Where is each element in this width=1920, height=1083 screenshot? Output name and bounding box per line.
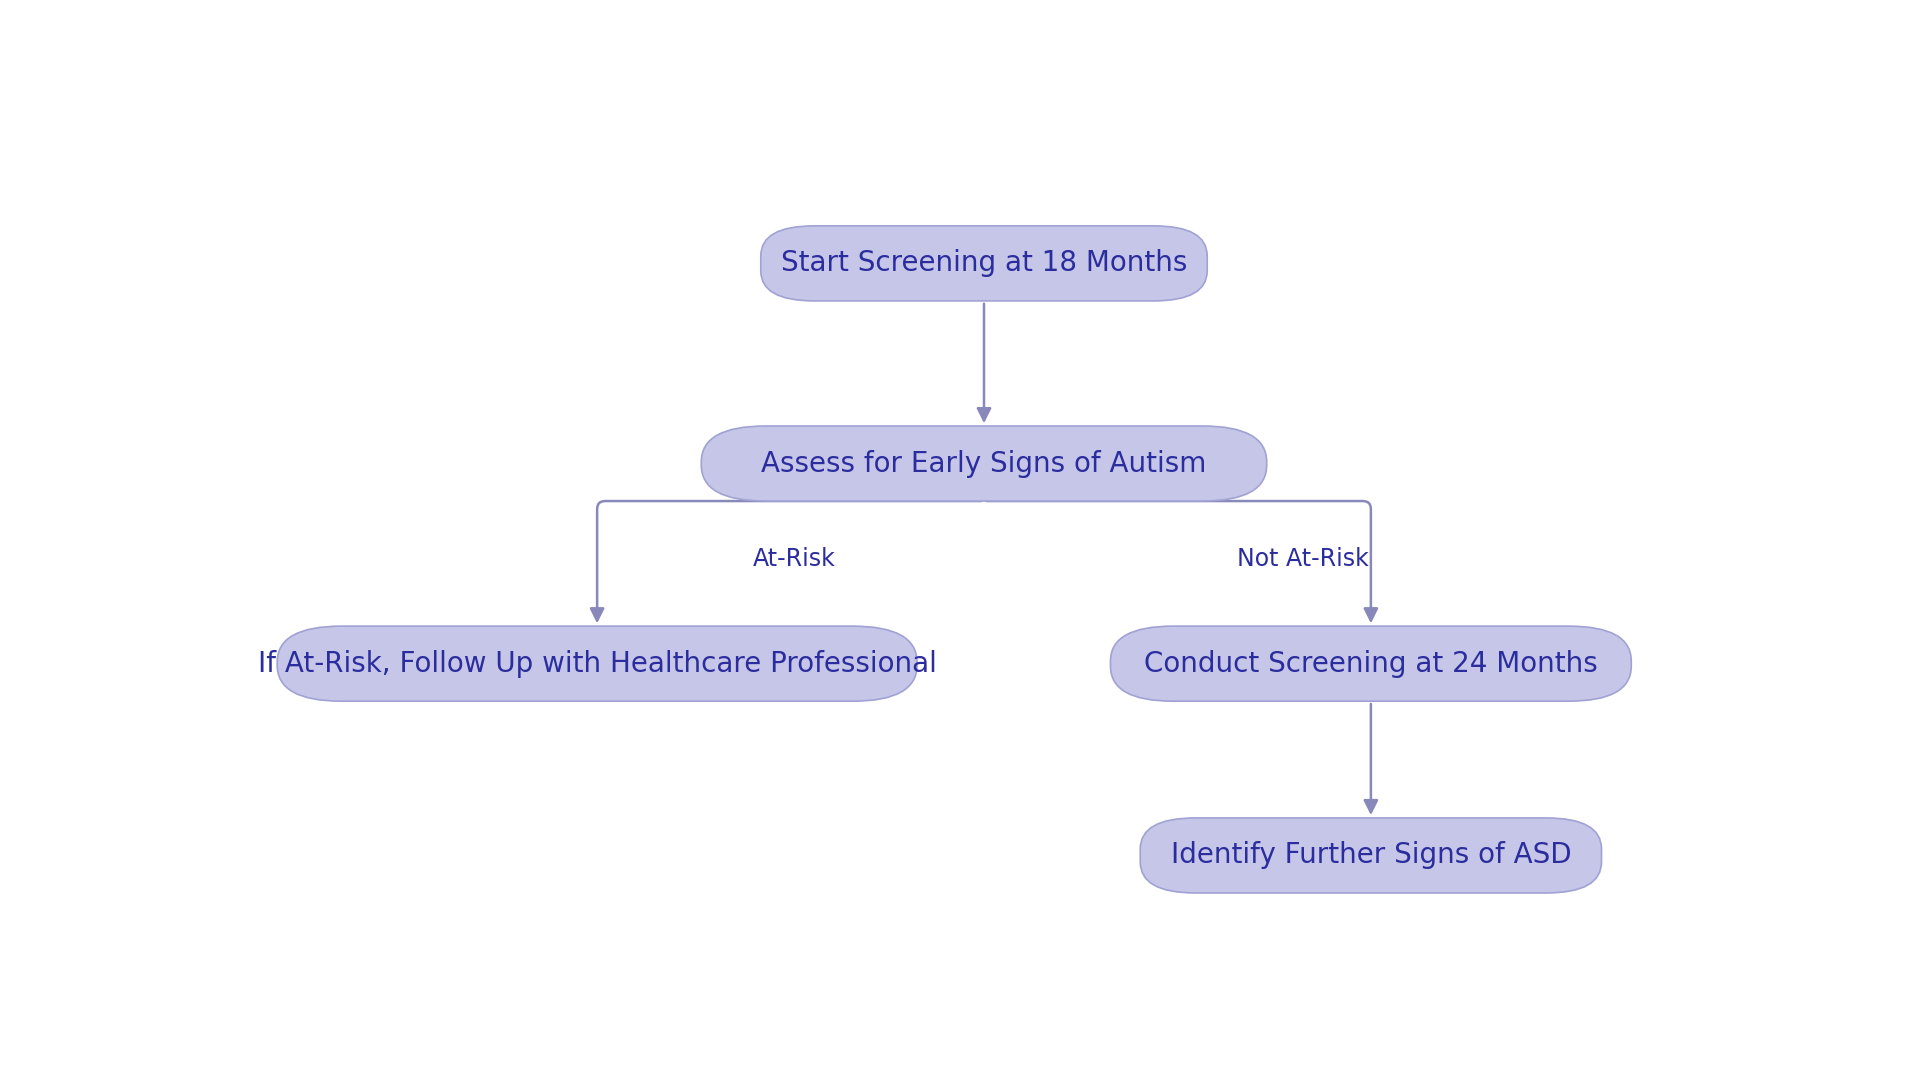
FancyBboxPatch shape — [701, 426, 1267, 501]
FancyBboxPatch shape — [1140, 818, 1601, 893]
Text: At-Risk: At-Risk — [753, 547, 835, 572]
Text: If At-Risk, Follow Up with Healthcare Professional: If At-Risk, Follow Up with Healthcare Pr… — [257, 650, 937, 678]
FancyBboxPatch shape — [760, 226, 1208, 301]
Text: Start Screening at 18 Months: Start Screening at 18 Months — [781, 249, 1187, 277]
FancyBboxPatch shape — [276, 626, 918, 701]
Text: Conduct Screening at 24 Months: Conduct Screening at 24 Months — [1144, 650, 1597, 678]
FancyBboxPatch shape — [1110, 626, 1632, 701]
Text: Identify Further Signs of ASD: Identify Further Signs of ASD — [1171, 841, 1571, 870]
Text: Not At-Risk: Not At-Risk — [1236, 547, 1369, 572]
Text: Assess for Early Signs of Autism: Assess for Early Signs of Autism — [762, 449, 1206, 478]
